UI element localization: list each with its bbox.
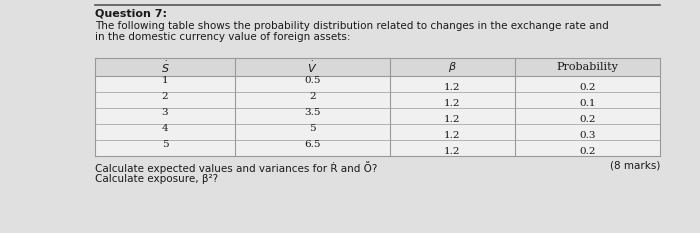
Text: The following table shows the probability distribution related to changes in the: The following table shows the probabilit… [95, 21, 609, 31]
Text: Question 7:: Question 7: [95, 8, 167, 18]
Text: 4: 4 [162, 124, 168, 133]
Text: 0.1: 0.1 [580, 99, 596, 108]
Text: 3.5: 3.5 [304, 108, 321, 117]
Text: 1: 1 [162, 76, 168, 85]
Text: 0.5: 0.5 [304, 76, 321, 85]
Bar [95, 58, 660, 156]
Text: 1.2: 1.2 [444, 147, 461, 156]
Bar [95, 58, 660, 76]
Text: 5: 5 [162, 140, 168, 149]
Text: (8 marks): (8 marks) [610, 161, 660, 171]
Text: in the domestic currency value of foreign assets:: in the domestic currency value of foreig… [95, 32, 351, 42]
Text: $\beta$: $\beta$ [448, 60, 457, 74]
Text: 1.2: 1.2 [444, 131, 461, 140]
Text: 1.2: 1.2 [444, 115, 461, 124]
Text: $\dot{V}$: $\dot{V}$ [307, 59, 318, 75]
Text: 0.2: 0.2 [580, 147, 596, 156]
Text: $\dot{S}$: $\dot{S}$ [160, 59, 169, 75]
Text: Calculate expected values and variances for Ṙ and Ṏ?: Calculate expected values and variances … [95, 161, 377, 174]
Text: 1.2: 1.2 [444, 99, 461, 108]
Text: 5: 5 [309, 124, 316, 133]
Text: 0.2: 0.2 [580, 83, 596, 92]
Text: 2: 2 [309, 92, 316, 101]
Text: 6.5: 6.5 [304, 140, 321, 149]
Text: 1.2: 1.2 [444, 83, 461, 92]
Text: Calculate exposure, β²?: Calculate exposure, β²? [95, 174, 218, 184]
Text: 0.2: 0.2 [580, 115, 596, 124]
Text: 2: 2 [162, 92, 168, 101]
Text: 3: 3 [162, 108, 168, 117]
Text: 0.3: 0.3 [580, 131, 596, 140]
Text: Probability: Probability [556, 62, 618, 72]
